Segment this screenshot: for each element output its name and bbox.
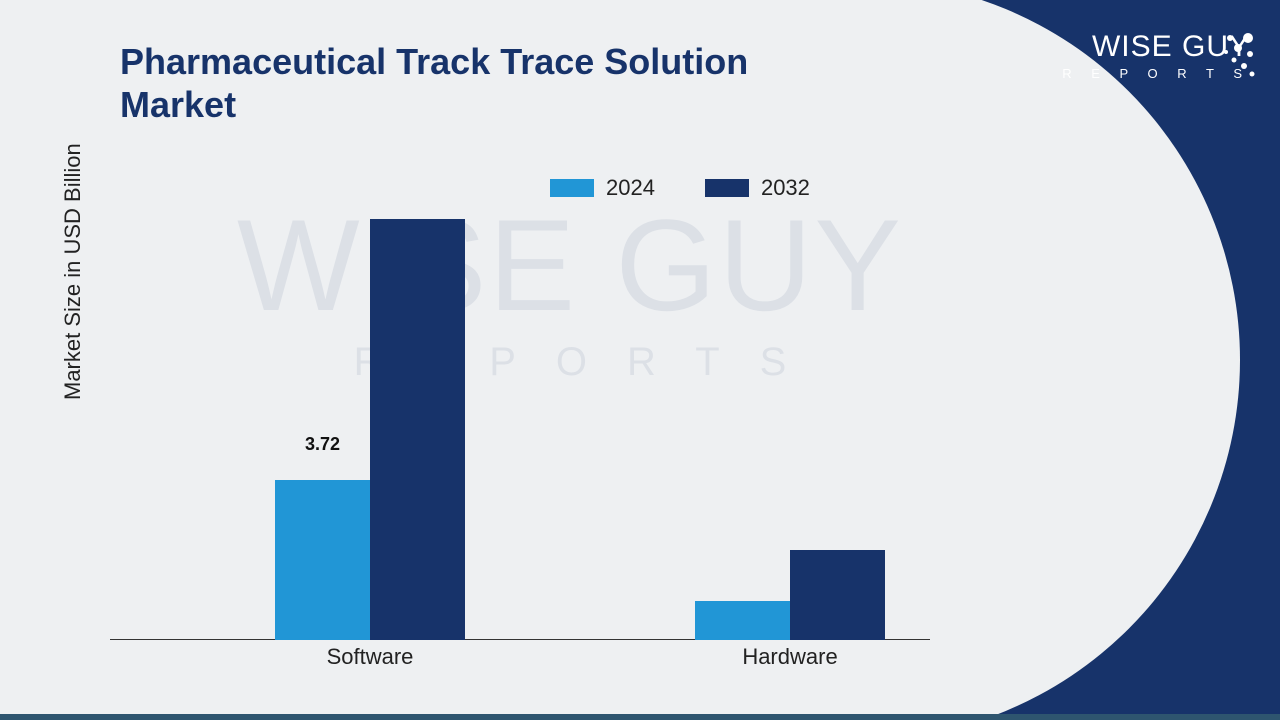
brand-sub: R E P O R T S <box>1062 66 1250 81</box>
legend-label-2032: 2032 <box>761 175 810 201</box>
legend-item-2032: 2032 <box>705 175 810 201</box>
legend-label-2024: 2024 <box>606 175 655 201</box>
category-label-software: Software <box>327 644 414 670</box>
bottom-accent-bar <box>0 714 1280 720</box>
bar-hardware-2024 <box>695 601 790 640</box>
bar-value-label: 3.72 <box>305 434 340 455</box>
legend-swatch-2024 <box>550 179 594 197</box>
brand-logo: WISE GUY R E P O R T S <box>1062 30 1250 81</box>
y-axis-label: Market Size in USD Billion <box>60 143 86 400</box>
plot-area: 3.72SoftwareHardware <box>110 210 930 640</box>
category-label-hardware: Hardware <box>742 644 837 670</box>
bar-hardware-2032 <box>790 550 885 640</box>
chart-canvas: WISE GUY REPORTS Pharmaceutical Track Tr… <box>0 0 1280 720</box>
legend-swatch-2032 <box>705 179 749 197</box>
bar-software-2024 <box>275 480 370 640</box>
page-title: Pharmaceutical Track Trace Solution Mark… <box>120 40 840 126</box>
brand-main: WISE GUY <box>1062 30 1250 64</box>
legend-item-2024: 2024 <box>550 175 655 201</box>
bar-software-2032 <box>370 219 465 640</box>
legend: 2024 2032 <box>550 175 810 201</box>
